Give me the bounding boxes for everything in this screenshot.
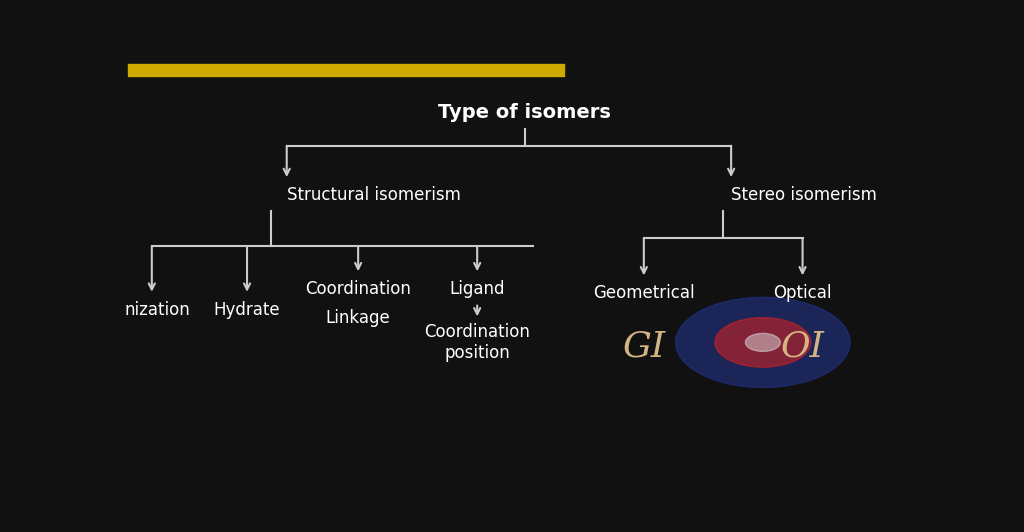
Text: Coordination
position: Coordination position [424, 323, 530, 362]
Text: Ligand: Ligand [450, 280, 505, 298]
Text: GI: GI [623, 329, 666, 363]
Text: Stereo isomerism: Stereo isomerism [731, 186, 877, 204]
Circle shape [715, 318, 811, 367]
Text: Geometrical: Geometrical [593, 284, 694, 302]
Text: Linkage: Linkage [326, 309, 390, 327]
Text: Optical: Optical [773, 284, 831, 302]
Text: OI: OI [780, 329, 824, 363]
Text: Type of isomers: Type of isomers [438, 104, 611, 122]
Circle shape [676, 297, 850, 387]
Text: Coordination: Coordination [305, 280, 411, 298]
Circle shape [745, 334, 780, 352]
Text: Hydrate: Hydrate [214, 301, 281, 319]
Text: Structural isomerism: Structural isomerism [287, 186, 461, 204]
Text: nization: nization [124, 301, 189, 319]
